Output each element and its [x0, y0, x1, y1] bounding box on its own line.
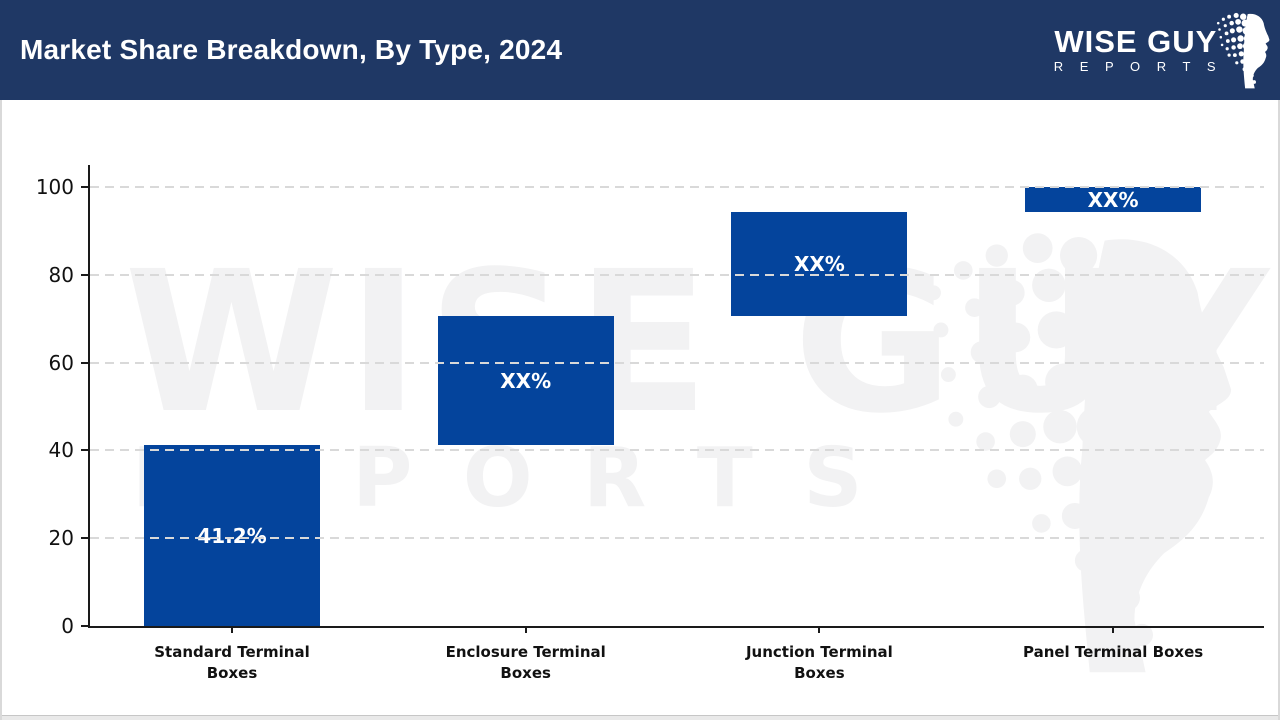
bar-value-label: XX% — [500, 368, 552, 393]
wise-guy-reports-logo: WISE GUY R E P O R T S — [1050, 8, 1272, 92]
x-axis-category-label: Junction Terminal Boxes — [745, 643, 893, 682]
x-axis-category-label: Enclosure Terminal Boxes — [445, 643, 606, 682]
y-axis-tick-label: 40 — [48, 438, 74, 463]
x-axis-tick — [524, 626, 527, 633]
y-gridline — [90, 186, 1264, 188]
logo-text: WISE GUY R E P O R T S — [1050, 25, 1222, 75]
logo-face-icon — [1216, 12, 1270, 89]
bar-value-label: XX% — [1087, 187, 1139, 212]
y-gridline — [90, 273, 1264, 276]
y-axis-tick — [81, 186, 88, 188]
plot-area: 41.2% Standard Terminal Boxes XX% Enclosure… — [2, 100, 1278, 720]
logo-subtitle: R E P O R T S — [1053, 59, 1222, 74]
bar-3: XX% — [731, 212, 908, 317]
bar-value-label: 41.2% — [197, 523, 267, 548]
logo-wordmark: WISE GUY — [1054, 24, 1218, 59]
x-axis-tick — [818, 626, 821, 633]
y-axis-tick-label: 0 — [61, 614, 74, 638]
y-axis-tick — [81, 625, 88, 627]
x-axis-spine — [88, 626, 1264, 628]
watermark-face-icon — [926, 233, 1232, 673]
y-axis-tick-label: 100 — [35, 175, 74, 199]
chart-canvas: WISE GUY R E P O R T S 41.2% Standard Ter… — [0, 100, 1280, 720]
y-axis-spine — [88, 165, 90, 628]
y-gridline — [90, 361, 1264, 364]
y-gridline — [90, 449, 1264, 452]
y-axis-tick — [81, 537, 88, 540]
header-bar: Market Share Breakdown, By Type, 2024 WI… — [0, 0, 1280, 100]
bar-2: XX% — [437, 316, 614, 446]
x-axis-category-label: Standard Terminal Boxes — [154, 643, 310, 682]
y-gridline — [90, 537, 1264, 540]
x-axis-tick — [1112, 626, 1115, 633]
x-axis-tick — [231, 626, 233, 633]
bottom-frame-border — [2, 715, 1278, 720]
bar-1: 41.2% — [144, 445, 320, 626]
y-axis-tick — [81, 273, 88, 276]
x-axis-category-label: Panel Terminal Boxes — [1022, 643, 1204, 661]
bar-4: XX% — [1025, 187, 1202, 213]
y-axis-tick — [81, 449, 88, 452]
y-axis-tick — [81, 361, 88, 364]
chart-title: Market Share Breakdown, By Type, 2024 — [20, 34, 563, 65]
y-axis-tick-label: 80 — [48, 262, 74, 287]
y-axis-tick-label: 20 — [48, 526, 74, 551]
y-axis-tick-label: 60 — [48, 350, 74, 375]
bar-value-label: XX% — [793, 252, 845, 277]
